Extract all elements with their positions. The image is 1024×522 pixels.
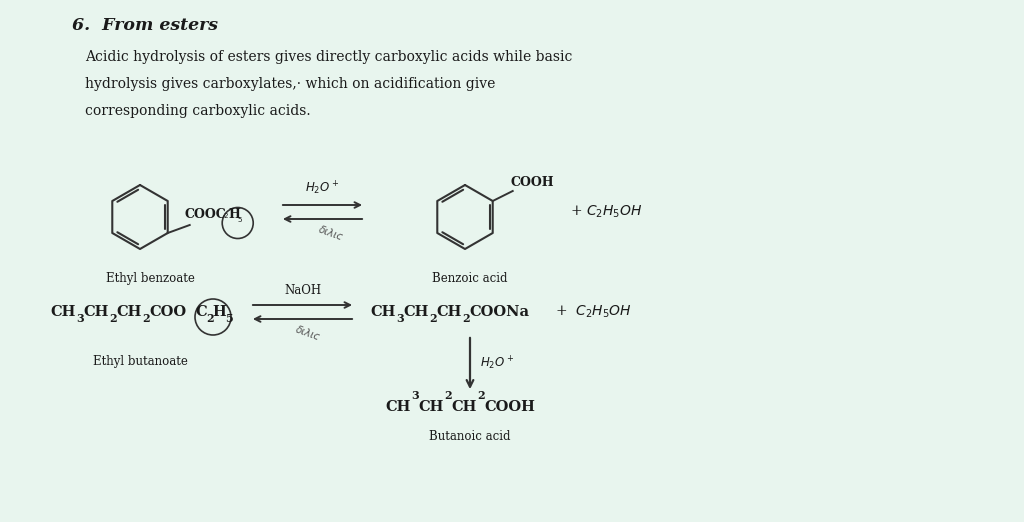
Text: CH: CH xyxy=(403,305,428,319)
Text: CH: CH xyxy=(451,400,476,414)
Text: 5: 5 xyxy=(225,314,233,325)
Text: 2: 2 xyxy=(207,314,214,325)
Text: COONa: COONa xyxy=(469,305,529,319)
Text: Butanoic acid: Butanoic acid xyxy=(429,430,511,443)
Text: corresponding carboxylic acids.: corresponding carboxylic acids. xyxy=(85,104,310,118)
Text: $H_2O^+$: $H_2O^+$ xyxy=(480,355,514,372)
Text: 2: 2 xyxy=(142,314,150,325)
Text: CH: CH xyxy=(436,305,462,319)
Text: 3: 3 xyxy=(396,314,403,325)
Text: διλιc: διλιc xyxy=(316,224,344,242)
Text: 6.  From esters: 6. From esters xyxy=(72,17,218,34)
Text: COOH: COOH xyxy=(511,176,554,189)
Text: 3: 3 xyxy=(411,390,419,401)
Text: H: H xyxy=(213,305,226,319)
Text: $_5$: $_5$ xyxy=(237,216,243,225)
Text: CH: CH xyxy=(50,305,76,319)
Text: Ethyl benzoate: Ethyl benzoate xyxy=(105,272,195,285)
Text: hydrolysis gives carboxylates,· which on acidification give: hydrolysis gives carboxylates,· which on… xyxy=(85,77,496,91)
Text: Benzoic acid: Benzoic acid xyxy=(432,272,508,285)
Text: 2: 2 xyxy=(429,314,436,325)
Text: +  $C_2H_5OH$: + $C_2H_5OH$ xyxy=(555,304,632,320)
Text: 2: 2 xyxy=(444,390,452,401)
Text: + $C_2H_5OH$: + $C_2H_5OH$ xyxy=(570,204,642,220)
Text: NaOH: NaOH xyxy=(284,284,322,297)
Text: H: H xyxy=(228,208,241,221)
Text: διλιc: διλιc xyxy=(294,324,322,342)
Text: 2: 2 xyxy=(477,390,484,401)
Text: COO: COO xyxy=(150,305,186,319)
Text: CH: CH xyxy=(116,305,141,319)
Text: C: C xyxy=(195,305,207,319)
Text: Acidic hydrolysis of esters gives directly carboxylic acids while basic: Acidic hydrolysis of esters gives direct… xyxy=(85,50,572,64)
Text: COOC: COOC xyxy=(184,208,226,221)
Text: CH: CH xyxy=(370,305,395,319)
Text: Ethyl butanoate: Ethyl butanoate xyxy=(92,355,187,368)
Text: CH: CH xyxy=(418,400,443,414)
Text: 2: 2 xyxy=(109,314,117,325)
Text: $H_2O^+$: $H_2O^+$ xyxy=(305,180,340,197)
Text: COOH: COOH xyxy=(484,400,535,414)
Text: $_2$: $_2$ xyxy=(222,211,228,221)
Text: CH: CH xyxy=(83,305,109,319)
Text: 3: 3 xyxy=(76,314,84,325)
Text: 2: 2 xyxy=(462,314,470,325)
Text: CH: CH xyxy=(385,400,411,414)
